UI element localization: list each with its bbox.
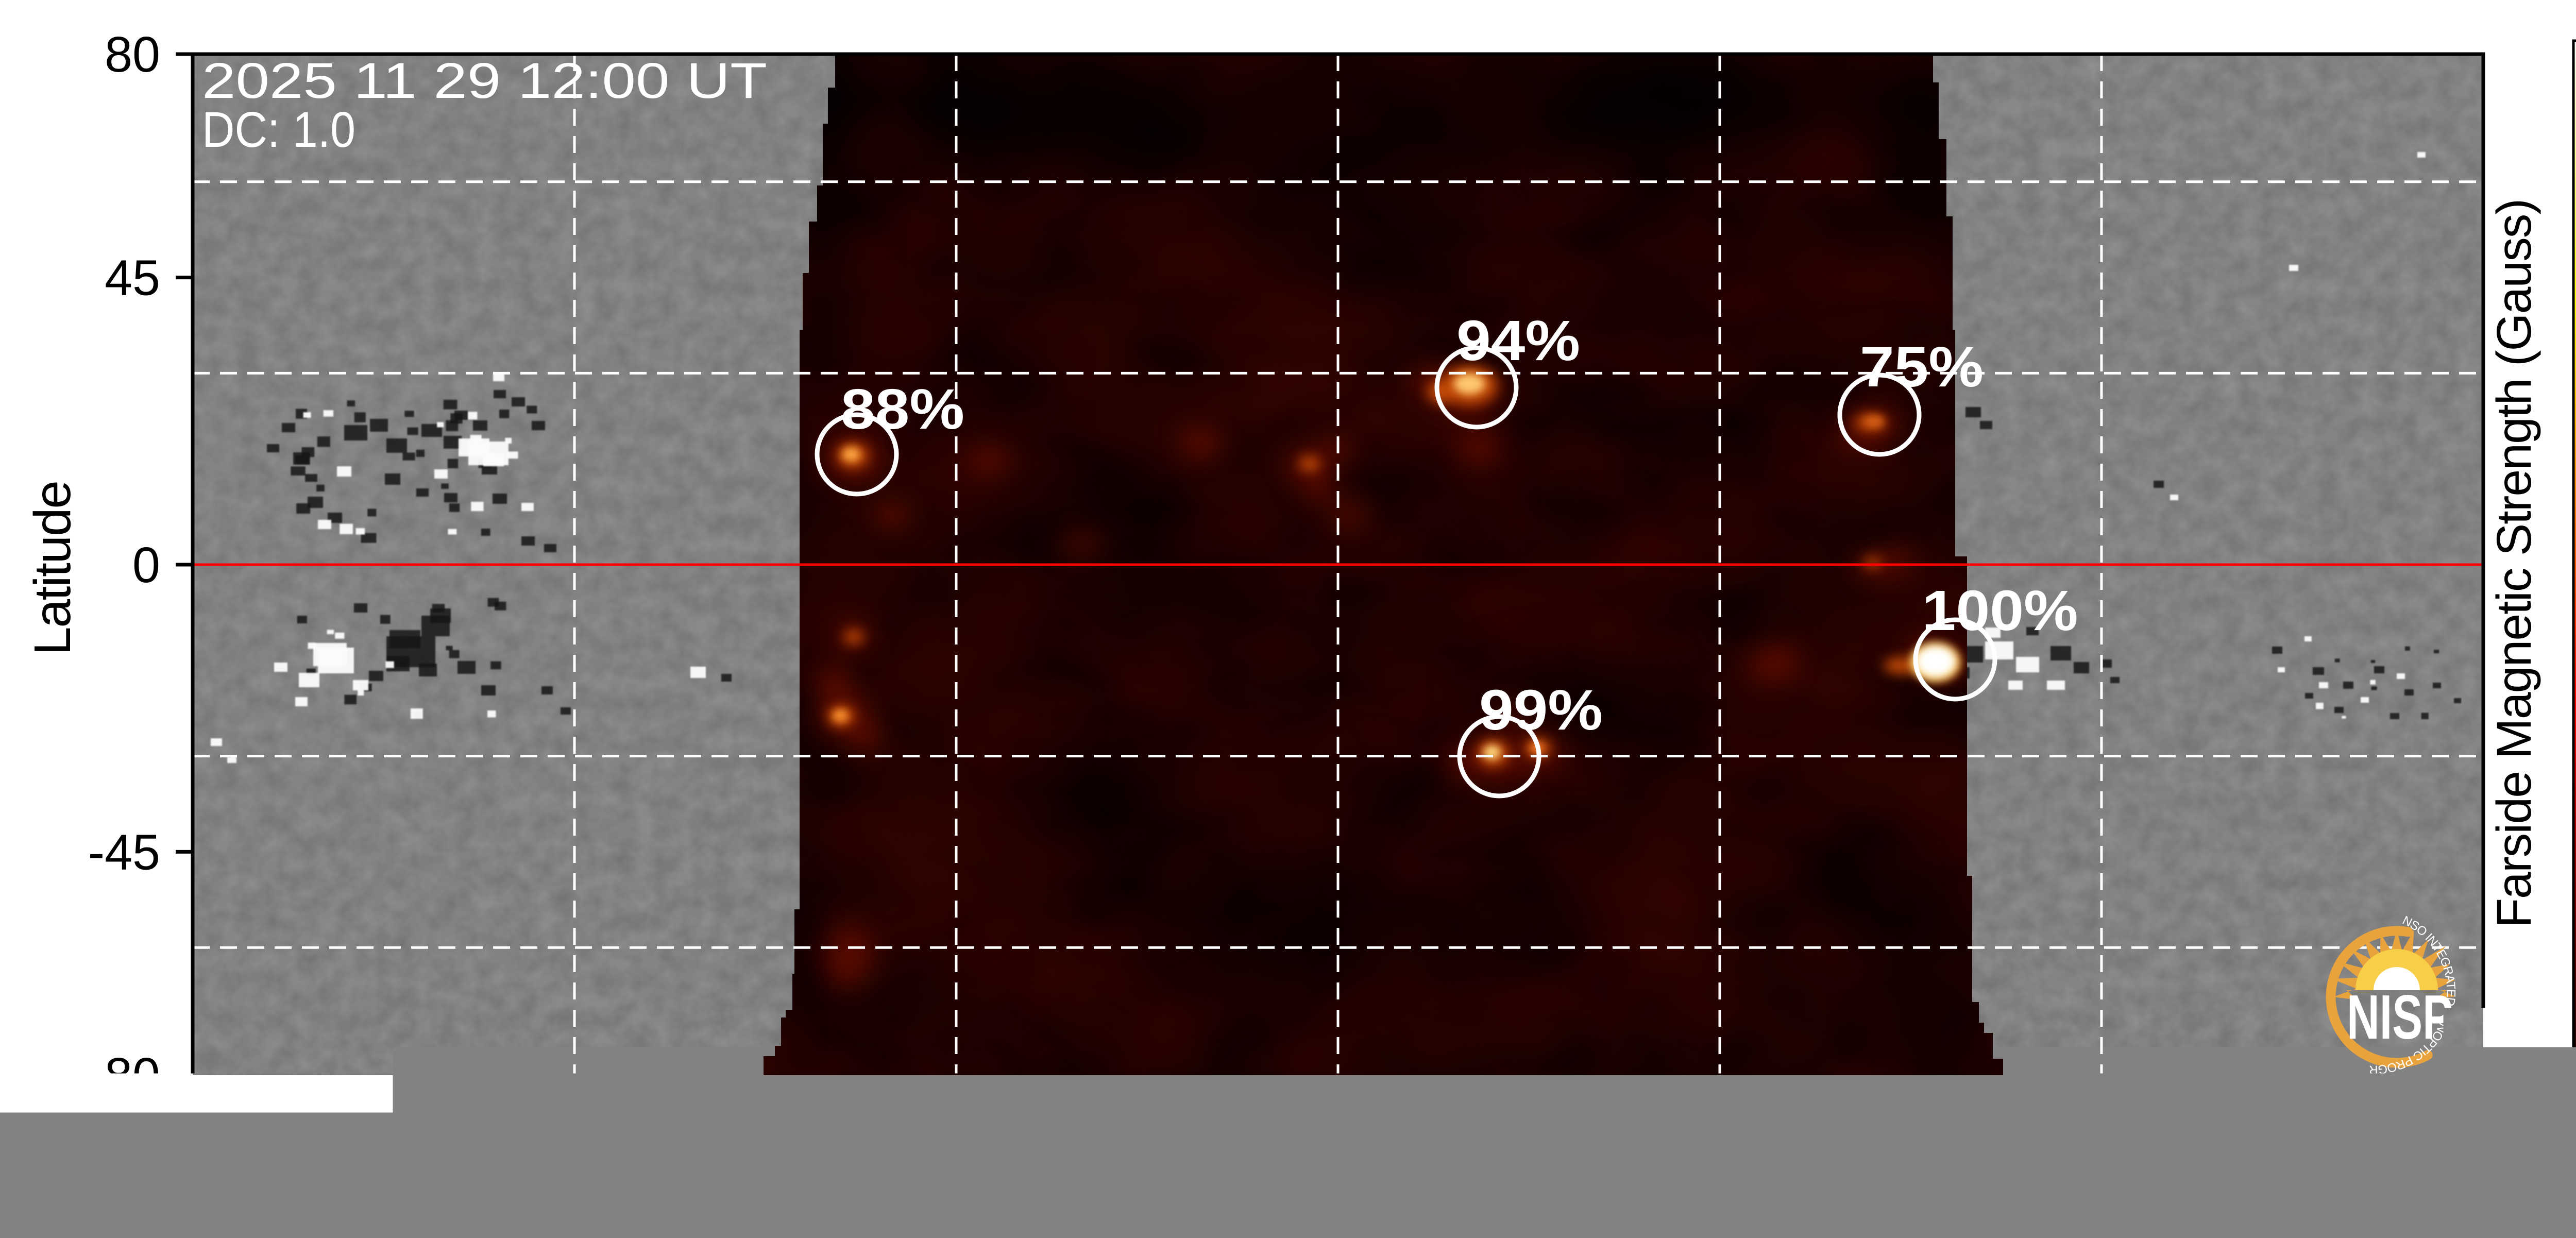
svg-text:360: 360 (2442, 1101, 2525, 1157)
svg-text:DC: 1.0: DC: 1.0 (202, 101, 355, 158)
svg-text:94%: 94% (1456, 309, 1580, 372)
svg-text:180: 180 (1296, 1101, 1380, 1157)
svg-text:300: 300 (2060, 1101, 2143, 1157)
svg-text:-45: -45 (88, 824, 160, 880)
svg-text:80: 80 (105, 26, 160, 82)
svg-text:45: 45 (105, 250, 160, 306)
svg-text:-80: -80 (88, 1047, 160, 1104)
svg-text:75%: 75% (1860, 335, 1984, 399)
svg-text:Farside Magnetic Strength (Gau: Farside Magnetic Strength (Gauss) (2487, 198, 2541, 928)
svg-text:99%: 99% (1479, 679, 1603, 742)
svg-text:NISP: NISP (2347, 982, 2453, 1052)
svg-text:88%: 88% (841, 378, 964, 441)
svg-text:0: 0 (179, 1101, 207, 1157)
svg-text:0: 0 (132, 537, 160, 593)
svg-text:100%: 100% (1922, 579, 2078, 642)
svg-text:Latitude: Latitude (24, 480, 81, 655)
svg-text:240: 240 (1678, 1101, 1761, 1157)
svg-text:120: 120 (914, 1101, 998, 1157)
svg-text:60: 60 (547, 1101, 602, 1157)
svg-text:2025 11 29 12:00 UT: 2025 11 29 12:00 UT (202, 53, 767, 109)
svg-text:Carrington Longitude: Carrington Longitude (1111, 1159, 1565, 1217)
